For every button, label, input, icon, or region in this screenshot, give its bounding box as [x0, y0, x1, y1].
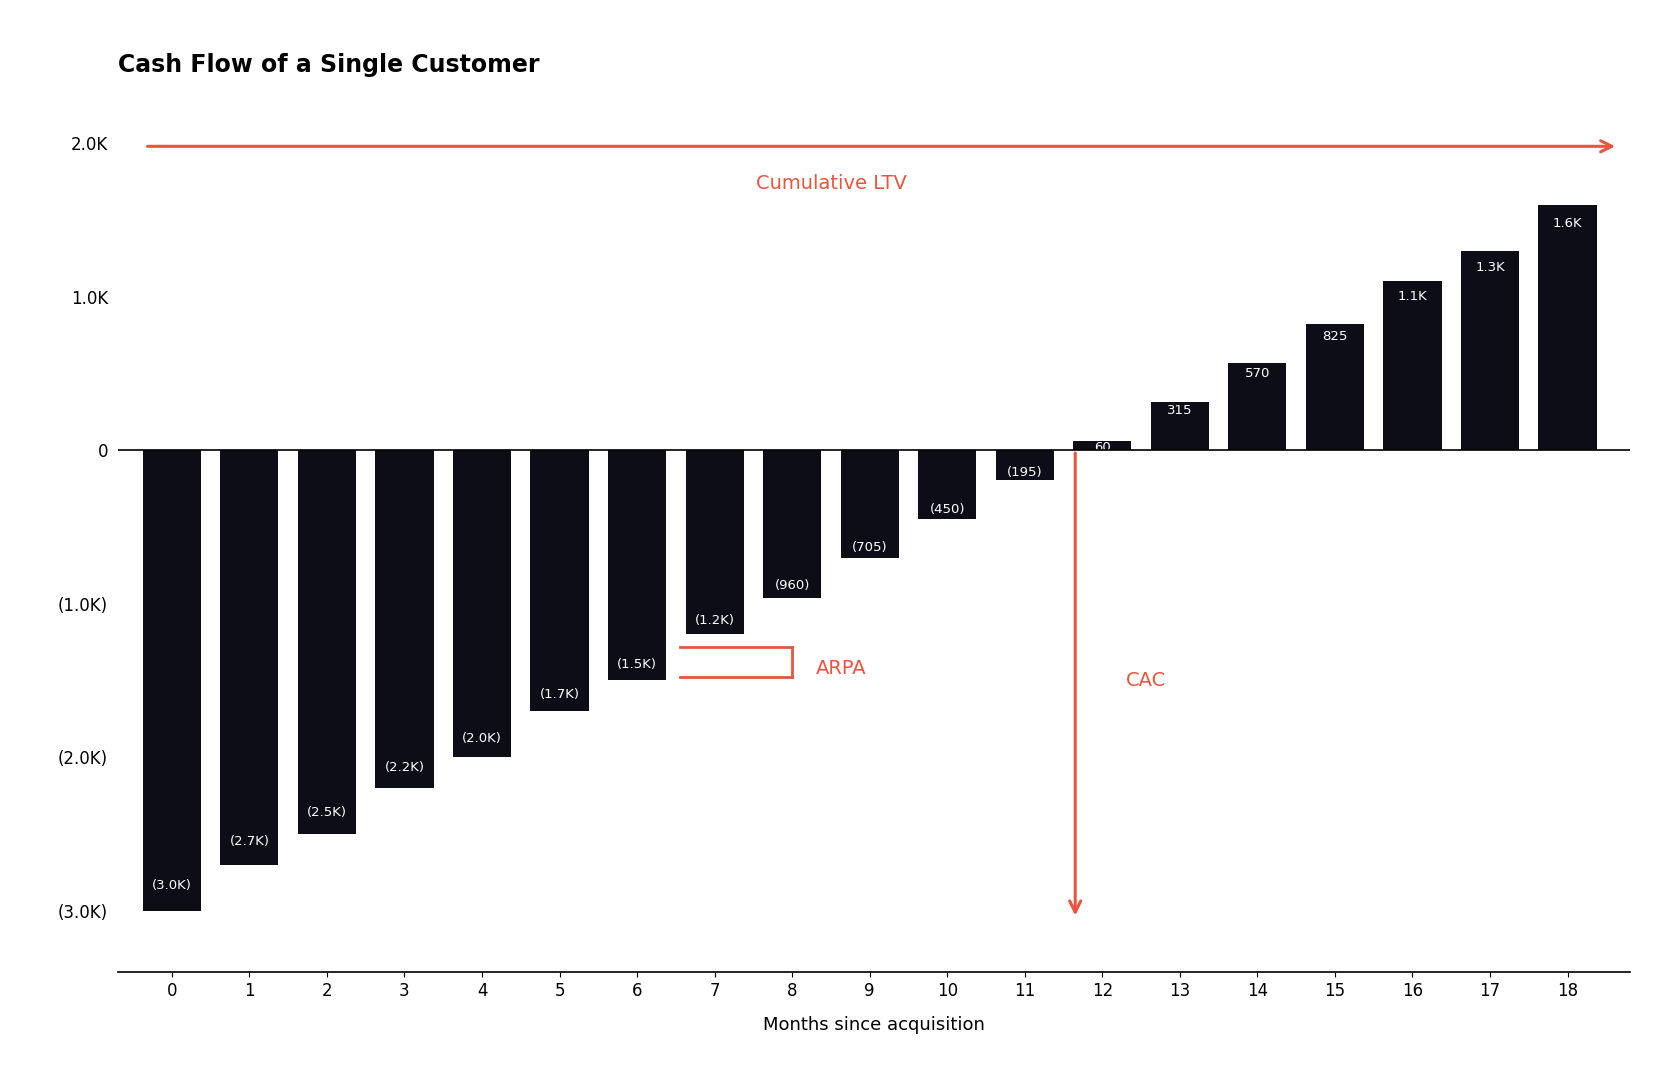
Text: (3.0K): (3.0K): [151, 879, 192, 892]
Bar: [1383, 282, 1441, 450]
Text: 1.1K: 1.1K: [1398, 289, 1428, 302]
Text: 570: 570: [1245, 367, 1270, 380]
Text: ARPA: ARPA: [815, 659, 867, 677]
Bar: [919, 450, 976, 519]
Text: (705): (705): [852, 541, 887, 554]
X-axis label: Months since acquisition: Months since acquisition: [763, 1016, 984, 1035]
Bar: [220, 450, 279, 865]
Bar: [1074, 441, 1131, 450]
Text: 1.3K: 1.3K: [1475, 260, 1505, 273]
Bar: [1462, 251, 1519, 450]
Text: (1.7K): (1.7K): [539, 688, 580, 701]
Bar: [840, 450, 899, 558]
Bar: [1539, 204, 1596, 450]
Text: 315: 315: [1168, 404, 1193, 417]
Bar: [143, 450, 202, 910]
Text: (450): (450): [929, 503, 964, 516]
Text: (1.5K): (1.5K): [617, 658, 657, 671]
Text: (960): (960): [774, 579, 810, 592]
Text: (2.7K): (2.7K): [230, 835, 269, 848]
Text: CAC: CAC: [1126, 671, 1166, 690]
Text: (195): (195): [1006, 465, 1043, 478]
Text: 1.6K: 1.6K: [1552, 217, 1583, 230]
Text: (1.2K): (1.2K): [694, 615, 734, 627]
Text: Cash Flow of a Single Customer: Cash Flow of a Single Customer: [118, 53, 539, 77]
Text: (2.5K): (2.5K): [307, 806, 348, 819]
Bar: [1305, 324, 1364, 450]
Bar: [531, 450, 588, 711]
Text: (2.2K): (2.2K): [385, 761, 425, 774]
Bar: [1228, 363, 1287, 450]
Bar: [763, 450, 822, 597]
Bar: [297, 450, 356, 834]
Bar: [1151, 402, 1210, 450]
Text: Cumulative LTV: Cumulative LTV: [756, 174, 907, 192]
Bar: [608, 450, 667, 680]
Text: (2.0K): (2.0K): [462, 732, 502, 745]
Bar: [685, 450, 744, 634]
Text: 60: 60: [1094, 442, 1110, 455]
Bar: [996, 450, 1053, 481]
Bar: [375, 450, 433, 787]
Text: 825: 825: [1322, 329, 1347, 343]
Bar: [454, 450, 511, 757]
